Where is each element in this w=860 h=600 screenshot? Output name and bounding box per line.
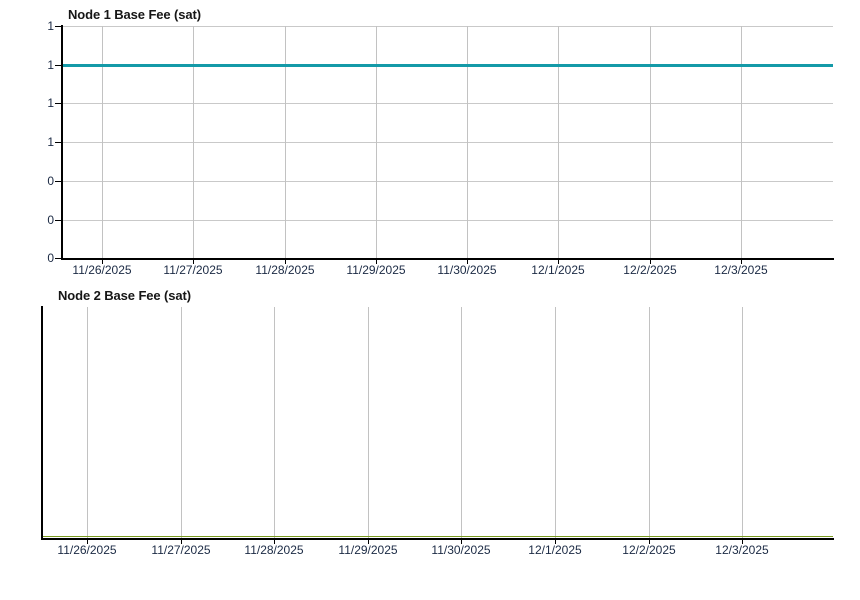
x-tick (741, 259, 742, 264)
x-tick (650, 259, 651, 264)
x-tick (181, 539, 182, 544)
x-tick-label: 12/3/2025 (714, 263, 768, 277)
x-tick (285, 259, 286, 264)
x-tick (467, 259, 468, 264)
gridline-horizontal (62, 181, 833, 182)
gridline-vertical (741, 26, 742, 259)
gridline-vertical (742, 307, 743, 538)
x-tick (368, 539, 369, 544)
y-tick-label: 0 (47, 251, 54, 265)
x-tick-label: 11/30/2025 (431, 543, 491, 557)
x-tick-label: 12/2/2025 (622, 543, 676, 557)
gridline-vertical (558, 26, 559, 259)
y-tick-label: 1 (47, 19, 54, 33)
y-tick-label: 1 (47, 96, 54, 110)
gridline-horizontal (62, 103, 833, 104)
gridline-vertical (467, 26, 468, 259)
gridline-vertical (274, 307, 275, 538)
x-tick (742, 539, 743, 544)
y-tick (55, 65, 61, 66)
gridline-vertical (102, 26, 103, 259)
gridline-horizontal (62, 142, 833, 143)
x-tick (102, 259, 103, 264)
x-tick-label: 12/1/2025 (531, 263, 585, 277)
y-tick (55, 26, 61, 27)
x-tick (555, 539, 556, 544)
y-tick (55, 258, 61, 259)
x-tick (461, 539, 462, 544)
y-tick-label: 0 (47, 174, 54, 188)
x-tick (376, 259, 377, 264)
y-tick-label: 1 (47, 58, 54, 72)
x-tick-label: 11/28/2025 (244, 543, 304, 557)
y-tick (55, 181, 61, 182)
y-tick-label: 1 (47, 135, 54, 149)
x-tick-label: 12/3/2025 (715, 543, 769, 557)
gridline-horizontal (62, 26, 833, 27)
x-tick-label: 11/27/2025 (151, 543, 211, 557)
gridline-vertical (555, 307, 556, 538)
gridline-vertical (461, 307, 462, 538)
x-tick (649, 539, 650, 544)
y-tick (55, 103, 61, 104)
x-tick (274, 539, 275, 544)
gridline-horizontal (62, 220, 833, 221)
series-line-node-2 (42, 536, 833, 537)
gridline-vertical (650, 26, 651, 259)
x-tick-label: 11/26/2025 (72, 263, 132, 277)
x-tick-label: 11/27/2025 (163, 263, 223, 277)
y-axis-node-1 (61, 25, 63, 260)
gridline-vertical (368, 307, 369, 538)
x-tick-label: 11/28/2025 (255, 263, 315, 277)
gridline-vertical (376, 26, 377, 259)
chart-node-1: Node 1 Base Fee (sat) 1 1 1 1 0 0 0 11/26/2025… (0, 0, 860, 285)
x-axis-node-2 (41, 538, 834, 540)
gridline-vertical (285, 26, 286, 259)
chart-title-node-2: Node 2 Base Fee (sat) (58, 288, 192, 303)
gridline-vertical (649, 307, 650, 538)
x-tick-label: 11/26/2025 (57, 543, 117, 557)
x-tick-label: 11/29/2025 (346, 263, 406, 277)
plot-area-node-2 (42, 307, 833, 538)
x-tick-label: 12/2/2025 (623, 263, 677, 277)
y-tick (55, 220, 61, 221)
x-tick-label: 11/30/2025 (437, 263, 497, 277)
x-tick-label: 12/1/2025 (528, 543, 582, 557)
x-axis-node-1 (61, 258, 834, 260)
x-tick (558, 259, 559, 264)
chart-node-2: Node 2 Base Fee (sat) 11/26/2025 11/27/20… (0, 285, 860, 600)
x-tick (193, 259, 194, 264)
series-line-node-1 (62, 64, 833, 67)
gridline-vertical (87, 307, 88, 538)
gridline-vertical (181, 307, 182, 538)
chart-title-node-1: Node 1 Base Fee (sat) (68, 7, 202, 22)
y-tick (55, 142, 61, 143)
x-tick-label: 11/29/2025 (338, 543, 398, 557)
plot-area-node-1 (62, 26, 833, 259)
y-axis-node-2 (41, 306, 43, 539)
x-tick (87, 539, 88, 544)
y-tick-label: 0 (47, 213, 54, 227)
gridline-vertical (193, 26, 194, 259)
